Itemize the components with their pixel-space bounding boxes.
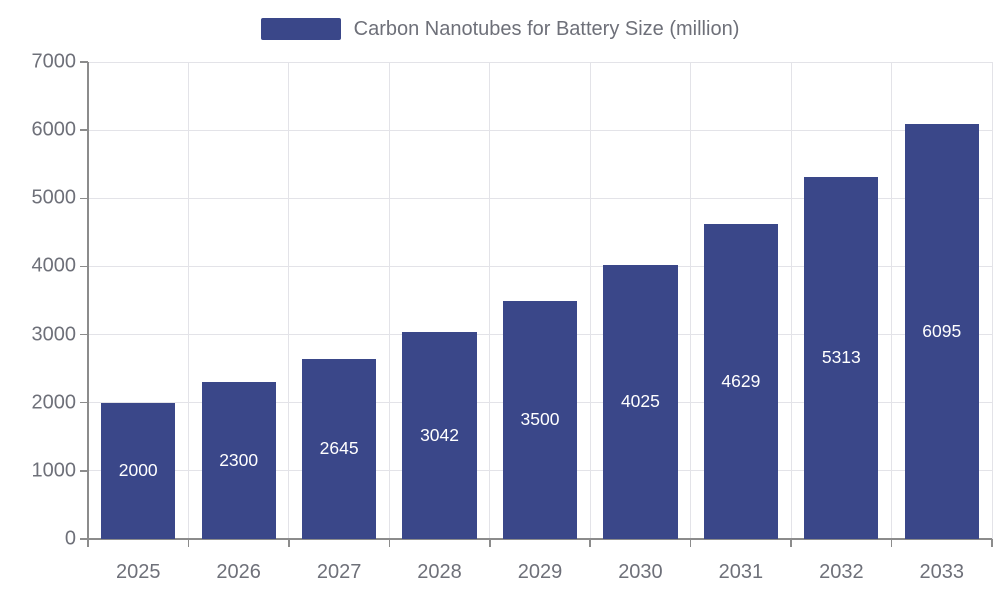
x-tick [689, 539, 692, 547]
v-gridline [589, 62, 591, 539]
bar-value-label: 3042 [420, 424, 460, 445]
y-tick-label: 4000 [31, 254, 77, 277]
legend-label: Carbon Nanotubes for Battery Size (milli… [353, 18, 740, 40]
x-tick-label: 2032 [819, 561, 864, 583]
x-tick-label: 2030 [618, 561, 663, 583]
v-gridline [288, 62, 290, 539]
y-tick [80, 470, 88, 472]
bar[interactable]: 3500 [502, 300, 578, 539]
legend-swatch [260, 18, 341, 40]
x-tick [489, 539, 491, 547]
y-tick [80, 197, 88, 200]
v-gridline [388, 62, 390, 539]
v-gridline [489, 62, 491, 539]
v-gridline [991, 62, 993, 539]
v-gridline [690, 62, 692, 539]
x-tick [890, 539, 893, 547]
bar-value-label: 4025 [620, 391, 660, 412]
bar[interactable]: 2000 [101, 402, 176, 539]
x-tick-label: 2027 [316, 561, 362, 583]
bar[interactable]: 6095 [904, 123, 979, 539]
bar[interactable]: 3042 [402, 331, 477, 539]
y-tick-label: 2000 [31, 391, 77, 414]
x-tick-label: 2031 [718, 561, 764, 583]
y-tick [80, 401, 88, 404]
bar-value-label: 4629 [721, 370, 761, 391]
v-gridline [790, 62, 792, 539]
x-tick [187, 539, 190, 547]
bar-value-label: 2645 [319, 438, 359, 459]
x-tick [87, 539, 89, 547]
x-tick-label: 2033 [919, 561, 965, 583]
bar-value-label: 6095 [922, 320, 962, 341]
x-tick-label: 2025 [115, 561, 161, 583]
bar-value-label: 5313 [821, 347, 861, 368]
y-tick-label: 5000 [31, 186, 77, 209]
v-gridline [891, 62, 893, 539]
y-tick-label: 1000 [31, 459, 77, 482]
bar-value-label: 3500 [520, 409, 560, 430]
y-tick-label: 7000 [31, 50, 77, 73]
legend[interactable]: Carbon Nanotubes for Battery Size (milli… [0, 18, 1000, 40]
y-axis-line [87, 62, 89, 539]
h-gridline [88, 265, 992, 267]
x-tick [288, 539, 290, 547]
bar[interactable]: 4629 [703, 223, 779, 539]
bar[interactable]: 2645 [301, 358, 377, 539]
bar-value-label: 2000 [118, 460, 158, 481]
y-tick [80, 265, 88, 268]
h-gridline [88, 61, 992, 63]
bar[interactable]: 4025 [603, 264, 678, 539]
bar-value-label: 2300 [219, 450, 259, 471]
x-tick-label: 2026 [216, 561, 261, 583]
x-tick [388, 539, 391, 547]
bar[interactable]: 2300 [201, 382, 276, 539]
x-tick-label: 2028 [417, 561, 462, 583]
x-axis-line [80, 538, 992, 540]
bar[interactable]: 5313 [804, 176, 879, 539]
y-tick-label: 3000 [31, 323, 77, 346]
x-tick [790, 539, 792, 547]
v-gridline [187, 62, 189, 539]
y-tick [80, 61, 88, 63]
y-tick-label: 0 [64, 527, 76, 550]
y-tick [80, 333, 88, 336]
h-gridline [88, 129, 992, 131]
x-tick-label: 2029 [517, 561, 563, 583]
y-tick [80, 129, 88, 131]
x-tick [991, 539, 993, 547]
h-gridline [88, 197, 992, 199]
y-tick-label: 6000 [31, 118, 77, 141]
x-tick [589, 539, 591, 547]
